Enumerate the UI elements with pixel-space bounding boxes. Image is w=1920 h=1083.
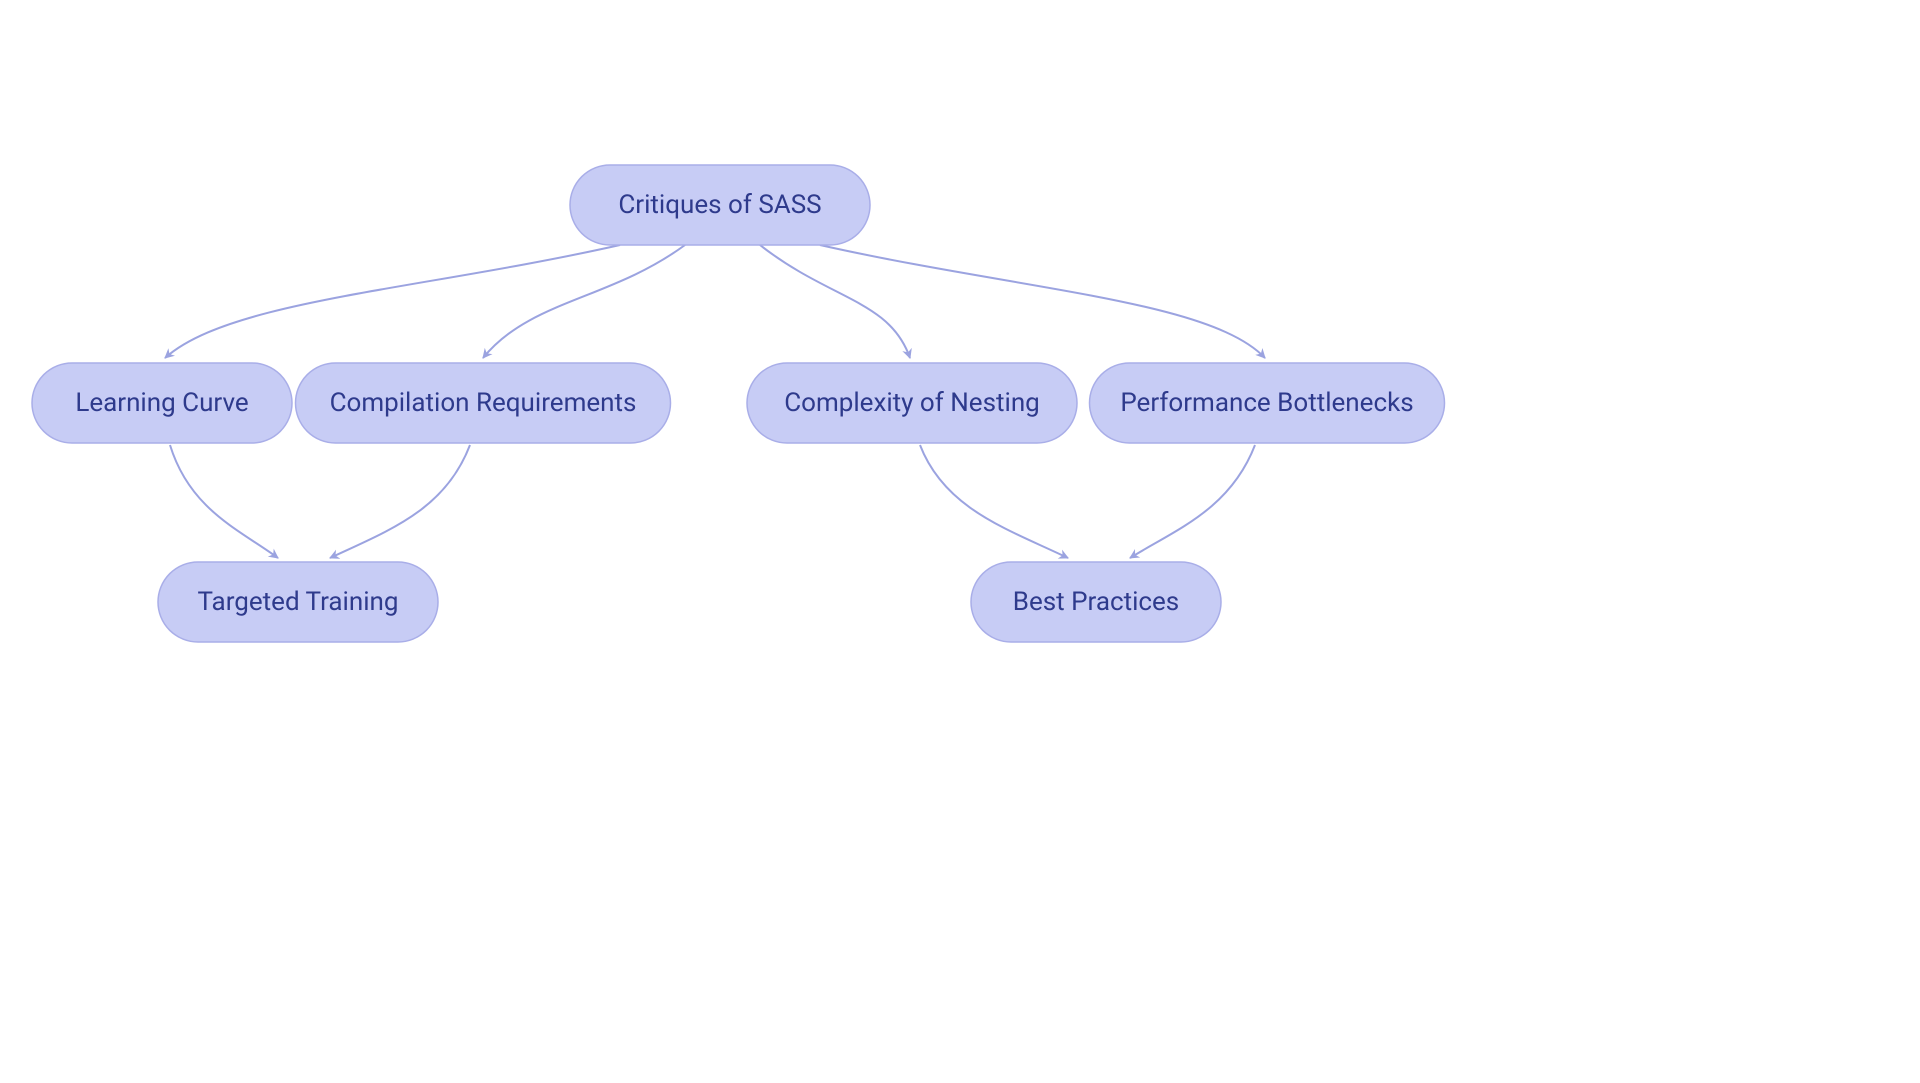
node-practices-label: Best Practices — [1013, 587, 1179, 617]
node-training: Targeted Training — [158, 562, 438, 642]
node-performance-label: Performance Bottlenecks — [1120, 388, 1413, 418]
node-performance: Performance Bottlenecks — [1090, 363, 1445, 443]
node-compilation-label: Compilation Requirements — [330, 388, 637, 418]
edge-root-to-compilation — [483, 245, 685, 358]
node-root: Critiques of SASS — [570, 165, 870, 245]
node-learning: Learning Curve — [32, 363, 292, 443]
node-learning-label: Learning Curve — [75, 388, 248, 418]
nodes-group: Critiques of SASS Learning Curve Compilati… — [32, 165, 1445, 642]
edge-root-to-complexity — [760, 245, 910, 358]
edge-compilation-to-training — [330, 445, 470, 558]
node-complexity: Complexity of Nesting — [747, 363, 1077, 443]
edge-learning-to-training — [170, 445, 278, 558]
edge-performance-to-practices — [1130, 445, 1255, 558]
node-complexity-label: Complexity of Nesting — [784, 388, 1040, 418]
node-training-label: Targeted Training — [197, 587, 398, 617]
flowchart-canvas: Critiques of SASS Learning Curve Compilati… — [0, 0, 1920, 1083]
node-compilation: Compilation Requirements — [296, 363, 671, 443]
edge-root-to-learning — [165, 245, 620, 358]
edge-complexity-to-practices — [920, 445, 1068, 558]
node-practices: Best Practices — [971, 562, 1221, 642]
node-root-label: Critiques of SASS — [618, 190, 821, 220]
edge-root-to-performance — [820, 245, 1265, 358]
